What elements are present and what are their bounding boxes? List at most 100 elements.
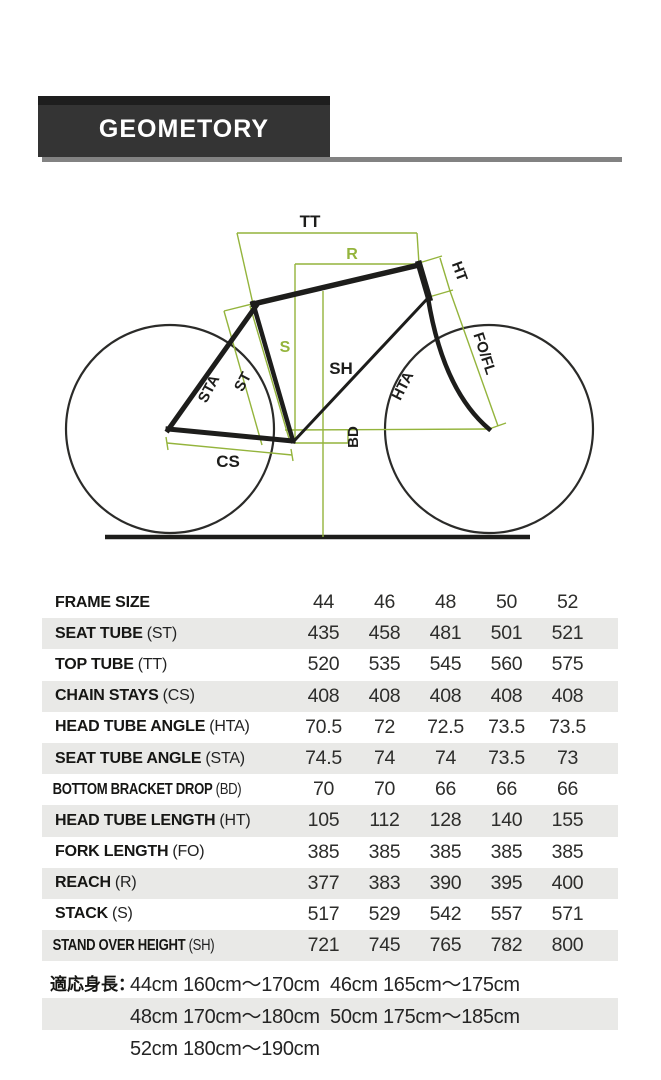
reach-label: R	[346, 246, 358, 263]
row-abbr: (S)	[111, 905, 133, 923]
table-row: SEAT TUBE ANGLE (STA) 74.5 74 74 73.5 73	[42, 742, 618, 775]
row-abbr: (FO)	[172, 843, 205, 861]
bd-label: BD	[345, 426, 362, 448]
row-abbr: (TT)	[137, 655, 168, 673]
row-abbr: (R)	[114, 874, 137, 892]
table-row: TOP TUBE (TT) 520 535 545 560 575	[42, 649, 618, 680]
value-cell: 128	[429, 809, 462, 832]
value-cell: 105	[307, 809, 340, 832]
value-cell: 66	[495, 778, 518, 801]
value-cell: 66	[434, 778, 457, 801]
frame	[164, 259, 493, 444]
value-cell: 545	[429, 653, 462, 676]
row-label: CHAIN STAYS	[55, 687, 159, 705]
value-cell: 385	[368, 840, 401, 863]
value-cell: 70	[373, 778, 396, 801]
row-label: REACH	[55, 874, 111, 892]
value-cell: 800	[551, 934, 584, 957]
row-label: BOTTOM BRACKET DROP	[52, 780, 213, 798]
standover-label: SH	[329, 359, 353, 378]
value-cell: 395	[490, 871, 523, 894]
section-title: GEOMETORY	[98, 115, 270, 143]
header-rule	[42, 157, 622, 162]
fit-guide-row: 52cm 180cm～190cm	[42, 1030, 618, 1062]
value-cell: 50	[495, 591, 518, 614]
row-label: HEAD TUBE ANGLE	[55, 718, 206, 736]
fit-guide-cell: 50cm 175cm～185cm	[330, 1005, 520, 1028]
table-row: FRAME SIZE 44 46 48 50 52	[42, 587, 618, 618]
value-cell: 745	[368, 934, 401, 957]
fit-guide-cell: 48cm 170cm～180cm	[130, 1005, 320, 1028]
value-cell: 529	[368, 902, 401, 925]
value-cell: 48	[434, 591, 457, 614]
value-cell: 73	[556, 747, 579, 770]
stack-label: S	[280, 339, 291, 356]
row-abbr: (HT)	[219, 811, 251, 829]
value-cell: 72.5	[427, 715, 464, 738]
fofl-label: FO/FL	[470, 330, 500, 376]
sta-label: STA	[195, 372, 224, 406]
value-cell: 44	[312, 591, 335, 614]
value-cell: 557	[490, 902, 523, 925]
seat-stay	[164, 302, 260, 434]
head-tube	[414, 259, 434, 303]
geometry-table: FRAME SIZE 44 46 48 50 52 SEAT TUBE (ST) …	[42, 587, 618, 962]
value-cell: 571	[551, 902, 584, 925]
row-abbr: (BD)	[215, 780, 242, 798]
value-cell: 408	[551, 684, 584, 707]
table-row: CHAIN STAYS (CS) 408 408 408 408 408	[42, 680, 618, 712]
value-cell: 520	[307, 653, 340, 676]
value-cell: 765	[429, 934, 462, 957]
table-row: HEAD TUBE LENGTH (HT) 105 112 128 140 155	[42, 805, 618, 837]
value-cell: 501	[490, 622, 523, 645]
fit-guide-cell: 44cm 160cm～170cm	[130, 973, 320, 996]
value-cell: 542	[429, 902, 462, 925]
table-row: HEAD TUBE ANGLE (HTA) 70.5 72 72.5 73.5 7…	[42, 712, 618, 743]
value-cell: 521	[551, 622, 584, 645]
value-cell: 385	[429, 840, 462, 863]
section-banner: GEOMETORY	[38, 96, 330, 157]
row-abbr: (STA)	[205, 749, 245, 767]
row-label: HEAD TUBE LENGTH	[55, 811, 216, 829]
value-cell: 390	[429, 871, 462, 894]
value-cell: 721	[307, 934, 340, 957]
value-cell: 400	[551, 871, 584, 894]
fit-guide-cell: 52cm 180cm～190cm	[130, 1037, 320, 1060]
value-cell: 560	[490, 653, 523, 676]
value-cell: 408	[368, 684, 401, 707]
value-cell: 385	[490, 840, 523, 863]
value-cell: 46	[373, 591, 396, 614]
value-cell: 458	[368, 622, 401, 645]
value-cell: 435	[307, 622, 340, 645]
row-abbr: (SH)	[188, 936, 215, 954]
table-row: STACK (S) 517 529 542 557 571	[42, 899, 618, 930]
dimension-lines	[165, 232, 507, 537]
value-cell: 155	[551, 809, 584, 832]
value-cell: 383	[368, 871, 401, 894]
value-cell: 72	[373, 715, 396, 738]
fork	[425, 295, 493, 433]
value-cell: 52	[556, 591, 579, 614]
value-cell: 408	[490, 684, 523, 707]
table-row: REACH (R) 377 383 390 395 400	[42, 867, 618, 899]
down-tube	[291, 295, 431, 444]
value-cell: 74	[434, 747, 457, 770]
rear-wheel	[64, 323, 276, 535]
fit-guide: 適応身長： 44cm 160cm～170cm 46cm 165cm～175cm …	[42, 966, 618, 1062]
table-row: SEAT TUBE (ST) 435 458 481 501 521	[42, 618, 618, 650]
hta-label: HTA	[389, 369, 418, 403]
table-row: BOTTOM BRACKET DROP (BD) 70 70 66 66 66	[42, 774, 618, 805]
value-cell: 74	[373, 747, 396, 770]
value-cell: 70.5	[305, 715, 342, 738]
row-label: STACK	[55, 905, 108, 923]
row-abbr: (HTA)	[209, 718, 250, 736]
fit-guide-row: 48cm 170cm～180cm 50cm 175cm～185cm	[42, 998, 618, 1030]
seat-tube	[250, 300, 296, 444]
value-cell: 385	[551, 840, 584, 863]
value-cell: 73.5	[488, 747, 525, 770]
value-cell: 481	[429, 622, 462, 645]
value-cell: 70	[312, 778, 335, 801]
row-abbr: (ST)	[146, 624, 178, 642]
table-row: STAND OVER HEIGHT (SH) 721 745 765 782 80…	[42, 930, 618, 962]
